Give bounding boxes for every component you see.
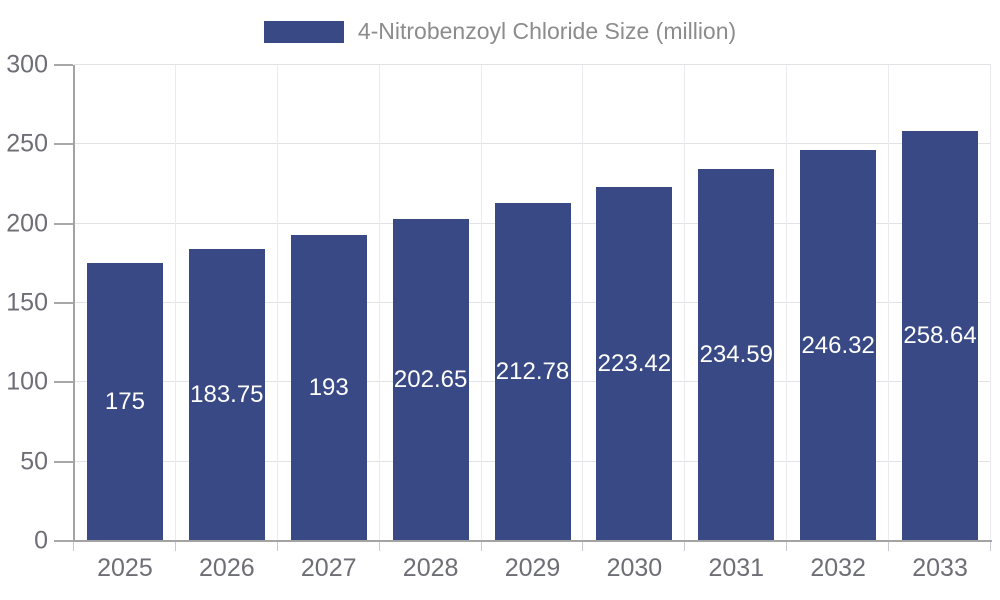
x-axis-tick — [480, 541, 482, 551]
x-axis-tick — [582, 541, 584, 551]
x-axis-category-label: 2026 — [199, 554, 255, 582]
x-boundary-gridline — [276, 65, 278, 541]
legend[interactable]: 4-Nitrobenzoyl Chloride Size (million) — [0, 18, 1000, 45]
bar-value-label: 223.42 — [597, 349, 672, 377]
bar — [596, 186, 673, 541]
x-axis-category-label: 2029 — [504, 554, 561, 582]
bar — [800, 150, 877, 541]
x-axis-line — [65, 540, 992, 542]
bar-value-label: 202.65 — [393, 366, 468, 394]
bar — [86, 263, 163, 541]
x-axis-category-label: 2025 — [97, 554, 153, 582]
x-axis-tick — [888, 541, 890, 551]
bar — [494, 203, 571, 541]
x-axis-tick — [276, 541, 278, 551]
bar-value-label: 175 — [104, 388, 145, 416]
y-gridline — [74, 143, 991, 145]
x-axis-tick — [174, 541, 176, 551]
y-axis-tick-label: 100 — [6, 367, 48, 396]
y-axis-tick-label: 50 — [20, 447, 48, 476]
x-axis-category-label: 2027 — [300, 554, 357, 582]
bar — [392, 219, 469, 541]
y-axis-tick — [54, 64, 73, 66]
x-boundary-gridline — [378, 65, 380, 541]
y-axis-tick — [54, 381, 73, 384]
bar — [188, 249, 265, 541]
y-axis-tick-label: 200 — [6, 209, 48, 238]
y-axis-tick — [54, 540, 73, 542]
y-axis-tick-label: 250 — [6, 129, 48, 158]
y-axis-tick — [54, 460, 73, 463]
x-axis-tick — [378, 541, 380, 551]
bar — [698, 168, 775, 541]
x-axis-category-label: 2031 — [708, 554, 765, 582]
y-axis-tick-label: 150 — [6, 288, 48, 317]
y-axis-line — [73, 65, 75, 541]
bar-value-label: 193 — [308, 373, 349, 401]
x-axis-tick — [73, 541, 74, 551]
bar — [290, 234, 367, 541]
x-boundary-gridline — [174, 65, 176, 541]
bar-value-label: 234.59 — [699, 340, 773, 368]
x-axis-category-label: 2028 — [402, 554, 459, 582]
y-axis-tick — [54, 143, 73, 146]
x-boundary-gridline — [990, 65, 991, 541]
x-boundary-gridline — [480, 65, 482, 541]
bar-value-label: 183.75 — [190, 381, 264, 409]
x-axis-category-label: 2030 — [606, 554, 663, 582]
x-boundary-gridline — [786, 65, 788, 541]
bar-value-label: 258.64 — [903, 321, 977, 349]
legend-label: 4-Nitrobenzoyl Chloride Size (million) — [357, 18, 737, 44]
y-axis-tick — [54, 222, 73, 225]
y-axis-tick-label: 0 — [34, 526, 48, 555]
legend-swatch — [263, 20, 344, 43]
y-axis-tick — [54, 302, 73, 304]
x-boundary-gridline — [888, 65, 890, 541]
x-boundary-gridline — [684, 65, 686, 541]
x-axis-category-label: 2033 — [912, 554, 968, 582]
y-axis-tick-label: 300 — [6, 50, 48, 79]
bar-value-label: 246.32 — [801, 331, 875, 359]
x-axis-category-label: 2032 — [810, 554, 866, 582]
bar-value-label: 212.78 — [495, 358, 570, 386]
y-gridline — [74, 64, 991, 65]
x-axis-tick — [786, 541, 788, 551]
x-axis-tick — [990, 541, 991, 551]
x-boundary-gridline — [582, 65, 584, 541]
x-axis-tick — [684, 541, 686, 551]
bar — [902, 130, 979, 541]
plot-area: 0 50 100 150 200 250 300 175 2025 183.75 2026 193 20… — [6, 51, 992, 582]
